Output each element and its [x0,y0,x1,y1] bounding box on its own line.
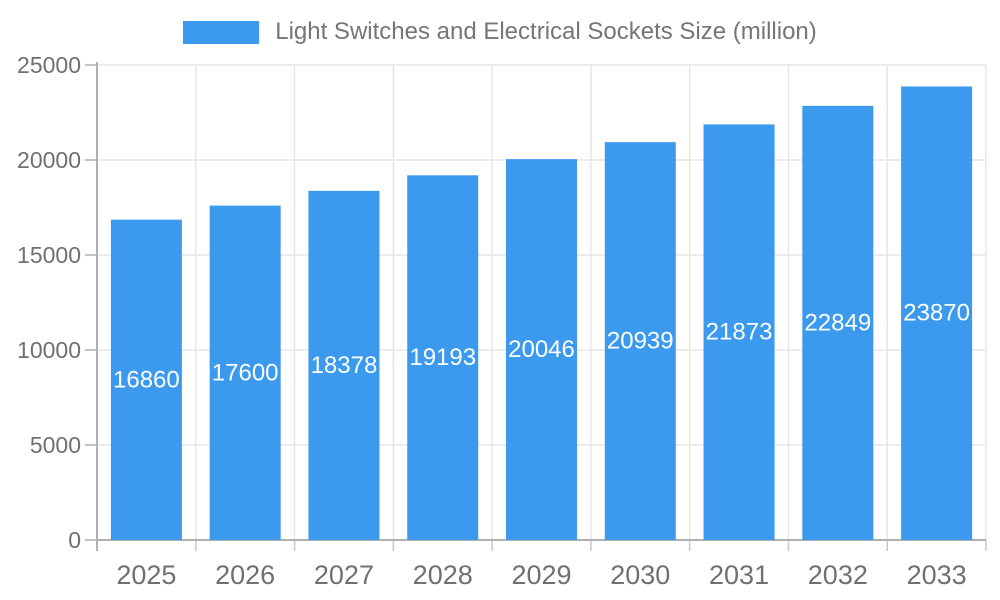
bar-2032 [802,105,874,540]
bar-2026 [209,205,281,540]
y-tick-label: 20000 [17,147,81,173]
x-tick-label: 2032 [808,560,868,590]
bar-2033 [901,86,973,540]
bar-2028 [407,175,479,540]
bar-value-label: 21873 [706,319,773,346]
bar-value-label: 16860 [113,366,180,393]
bar-value-label: 20939 [607,328,674,355]
x-tick-label: 2025 [116,560,176,590]
legend-swatch [183,20,260,44]
y-tick-label: 0 [68,527,81,553]
x-tick-label: 2033 [907,560,967,590]
bar-2030 [604,142,676,540]
y-tick-label: 25000 [17,52,81,78]
x-tick-label: 2031 [709,560,769,590]
y-tick-label: 15000 [17,242,81,268]
bar-value-label: 19193 [409,344,476,371]
bar-2027 [308,190,380,540]
bar-2031 [703,124,775,541]
bar-value-label: 18378 [311,352,378,379]
x-tick-label: 2027 [314,560,374,590]
x-tick-label: 2026 [215,560,275,590]
bar-value-label: 22849 [804,309,871,336]
legend-label: Light Switches and Electrical Sockets Si… [275,18,817,45]
x-tick-label: 2029 [511,560,571,590]
bar-value-label: 17600 [212,359,279,386]
legend: Light Switches and Electrical Sockets Si… [0,16,1000,48]
bar-2025 [110,219,182,540]
y-tick-label: 5000 [30,432,81,458]
x-tick-label: 2030 [610,560,670,590]
y-tick-label: 10000 [17,337,81,363]
x-tick-label: 2028 [413,560,473,590]
bar-2029 [506,159,577,540]
bar-value-label: 23870 [903,300,970,327]
bar-value-label: 20046 [508,336,575,363]
